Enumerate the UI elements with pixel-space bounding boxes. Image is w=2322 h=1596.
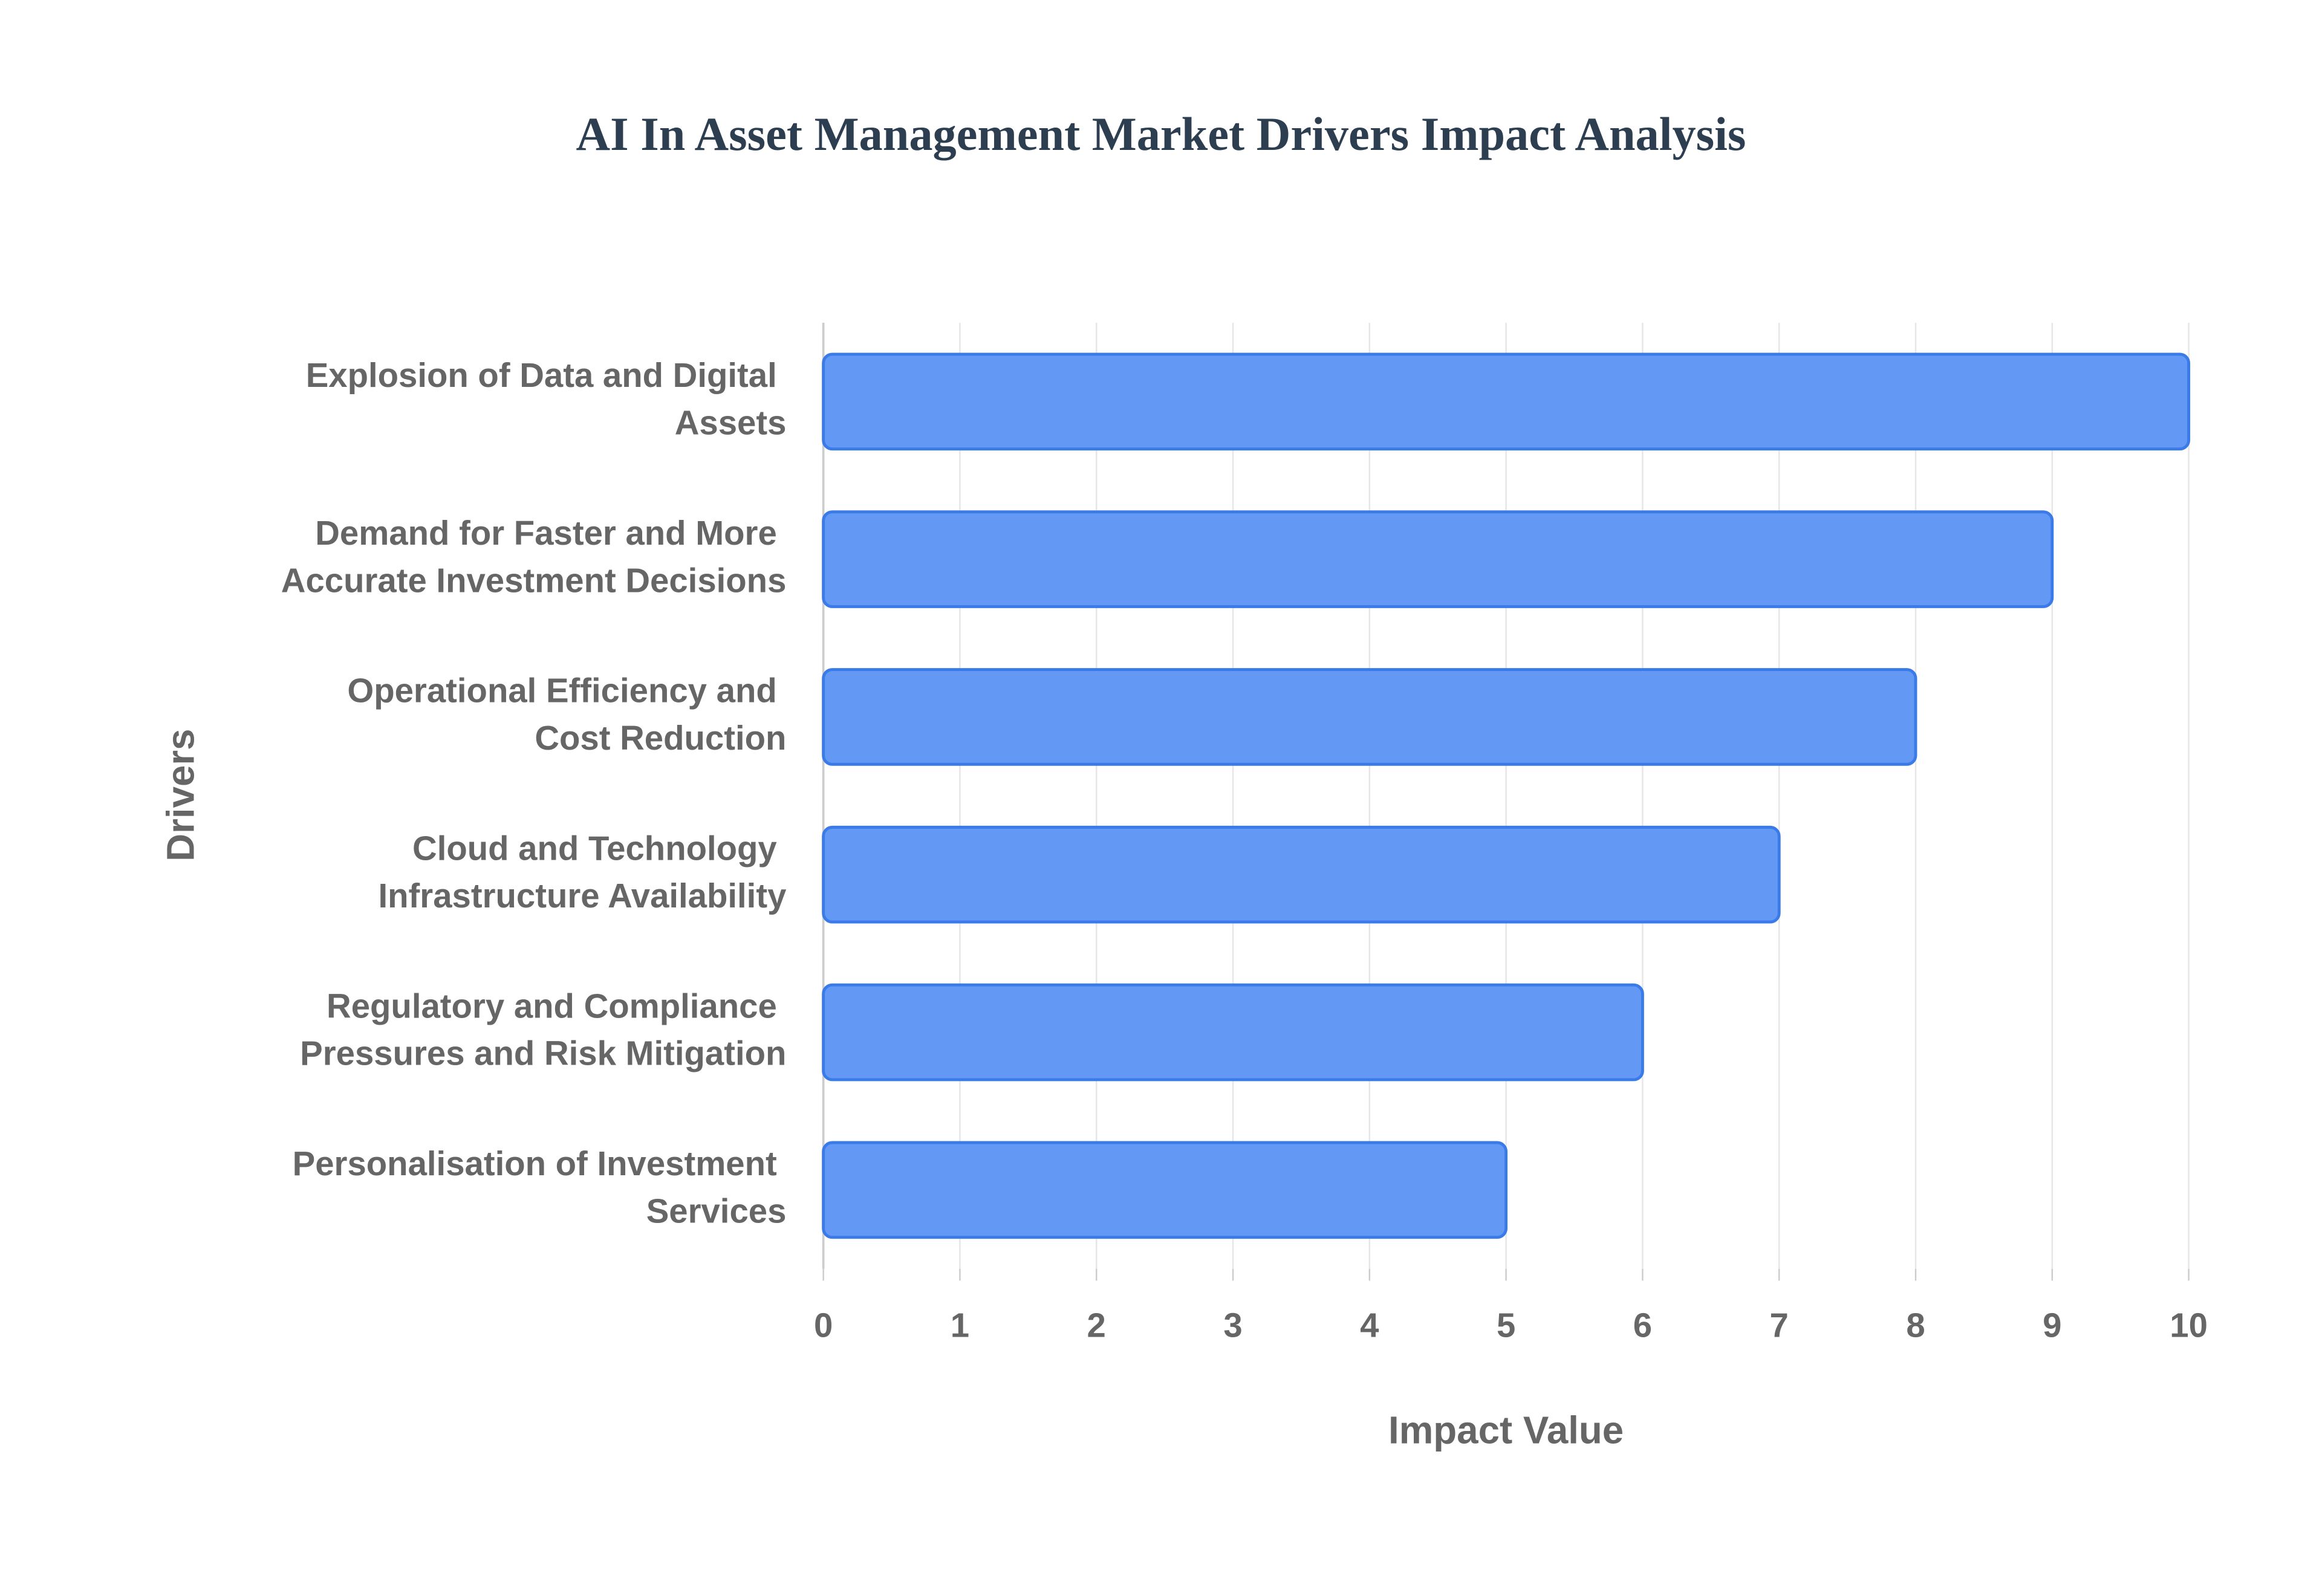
x-tick-label: 0 (814, 1306, 833, 1345)
y-tick-label: Regulatory and Compliance Pressures and … (300, 987, 786, 1072)
y-axis-title: Drivers (159, 728, 202, 861)
x-tick-label: 9 (2043, 1306, 2061, 1345)
x-tick-label: 8 (1906, 1306, 1925, 1345)
y-tick-label: Personalisation of Investment Services (293, 1144, 787, 1230)
x-tick-label: 3 (1223, 1306, 1242, 1345)
x-tick-label: 1 (951, 1306, 969, 1345)
x-tick-label: 2 (1087, 1306, 1106, 1345)
y-tick-label: Explosion of Data and Digital Assets (306, 356, 787, 441)
x-tick-label: 10 (2170, 1306, 2208, 1345)
bar (822, 352, 2191, 451)
y-tick-label: Cloud and Technology Infrastructure Avai… (379, 829, 787, 914)
x-tick-label: 7 (1770, 1306, 1789, 1345)
y-tick-label: Demand for Faster and More Accurate Inve… (281, 514, 787, 599)
bar (822, 668, 1917, 766)
x-tick-label: 5 (1497, 1306, 1515, 1345)
x-tick-label: 6 (1633, 1306, 1652, 1345)
y-tick-label: Operational Efficiency and Cost Reductio… (347, 672, 786, 757)
x-tick-label: 4 (1360, 1306, 1379, 1345)
chart-title: AI In Asset Management Market Drivers Im… (576, 108, 1746, 160)
bar (822, 983, 1644, 1082)
x-axis-title: Impact Value (1388, 1409, 1624, 1452)
bar (822, 510, 2054, 608)
bar (822, 1141, 1508, 1239)
bar (822, 825, 1781, 924)
